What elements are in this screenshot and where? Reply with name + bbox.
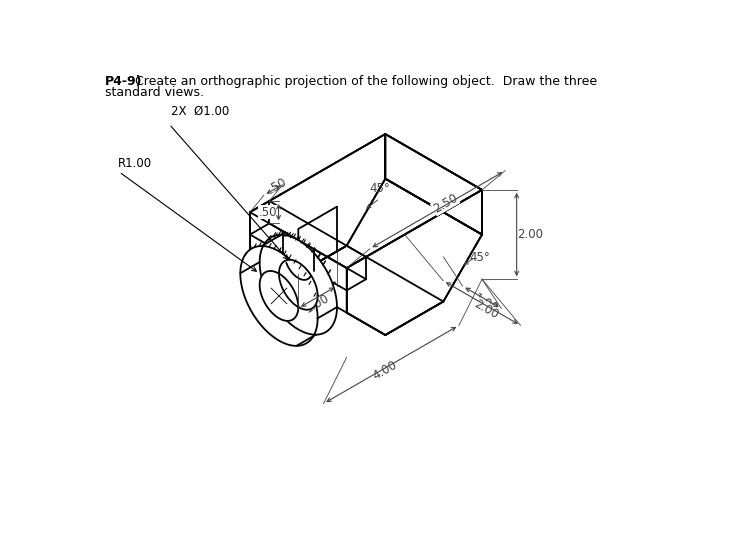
Text: standard views.: standard views.: [105, 86, 204, 98]
Text: R1.00: R1.00: [117, 157, 152, 170]
Polygon shape: [385, 134, 482, 235]
Text: 1.00: 1.00: [472, 292, 500, 316]
Text: 1.00: 1.00: [303, 291, 332, 316]
Text: P4-9): P4-9): [105, 75, 143, 88]
Polygon shape: [279, 260, 317, 310]
Text: 45°: 45°: [369, 182, 390, 195]
Text: 45°: 45°: [469, 251, 490, 264]
Text: 2.50: 2.50: [431, 192, 459, 216]
Text: 2X  Ø1.00: 2X Ø1.00: [171, 105, 229, 118]
Polygon shape: [347, 190, 482, 335]
Polygon shape: [259, 235, 337, 335]
Polygon shape: [250, 134, 482, 268]
Polygon shape: [250, 134, 385, 279]
Text: Create an orthographic projection of the following object.  Draw the three: Create an orthographic projection of the…: [135, 75, 597, 88]
Polygon shape: [241, 246, 317, 346]
Text: .50: .50: [267, 175, 290, 195]
Text: 2.00: 2.00: [517, 228, 544, 241]
Text: 4.00: 4.00: [371, 359, 399, 383]
Polygon shape: [259, 271, 299, 321]
Text: .50: .50: [259, 206, 277, 219]
Text: 2.00: 2.00: [472, 297, 500, 322]
